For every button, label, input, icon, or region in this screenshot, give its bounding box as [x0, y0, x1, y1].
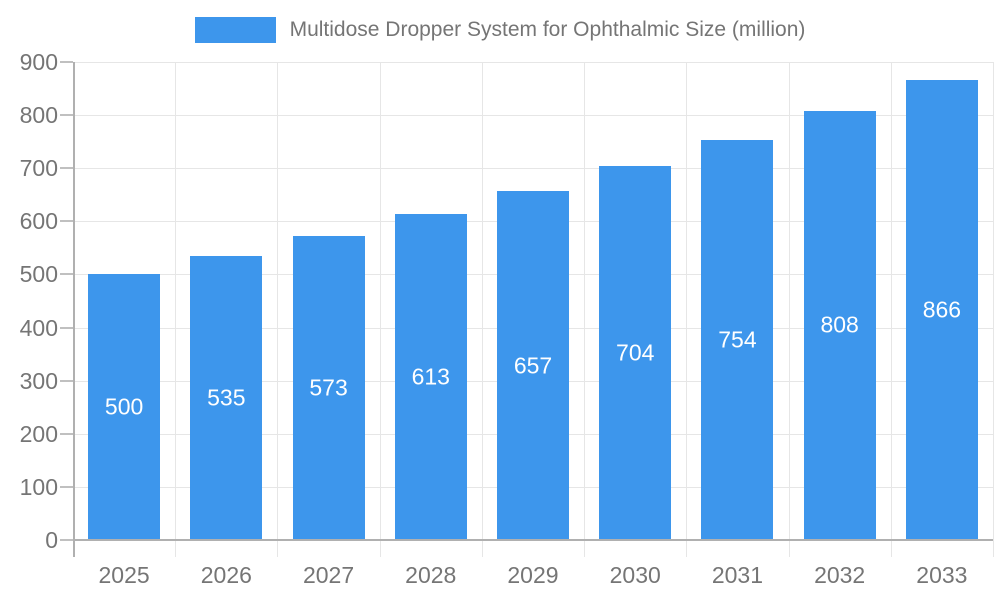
gridline-vertical — [686, 62, 688, 557]
bar-value-label: 573 — [309, 374, 348, 401]
bar-value-label: 500 — [104, 393, 144, 420]
y-axis-label: 200 — [19, 420, 58, 447]
bar-value-label: 613 — [411, 363, 450, 390]
bar-value-label: 808 — [820, 311, 859, 338]
y-axis-line — [73, 62, 75, 557]
gridline-vertical — [277, 62, 279, 557]
gridline-vertical — [584, 62, 586, 557]
x-axis-line — [73, 539, 993, 541]
bar-2028[interactable]: 613 — [394, 214, 467, 540]
legend-label: Multidose Dropper System for Ophthalmic … — [289, 18, 806, 41]
x-axis-label-2032: 2032 — [814, 562, 866, 588]
y-axis-tick — [60, 326, 73, 329]
y-axis-tick — [60, 61, 73, 63]
x-axis-label-2031: 2031 — [711, 562, 764, 588]
y-axis-label: 900 — [19, 49, 58, 75]
gridline-vertical — [481, 62, 483, 557]
legend[interactable]: Multidose Dropper System for Ophthalmic … — [0, 17, 1000, 43]
gridline-vertical — [993, 62, 994, 557]
gridline-horizontal — [73, 62, 993, 63]
gridline-horizontal — [73, 168, 993, 170]
bar-value-label: 535 — [207, 384, 246, 411]
gridline-vertical — [175, 62, 177, 557]
y-axis-label: 700 — [19, 155, 58, 182]
bar-value-label: 657 — [513, 352, 553, 379]
bar-2025[interactable]: 500 — [88, 274, 161, 540]
y-axis-tick — [60, 273, 73, 276]
bar-2033[interactable]: 866 — [905, 80, 978, 540]
gridline-vertical — [379, 62, 381, 557]
bar-2026[interactable]: 535 — [190, 255, 263, 540]
legend-swatch — [194, 17, 276, 43]
y-axis-label: 800 — [19, 102, 58, 129]
y-axis-tick — [60, 220, 73, 223]
bar-2029[interactable]: 657 — [497, 191, 569, 540]
y-axis-tick — [60, 539, 73, 541]
y-axis-tick — [60, 167, 73, 170]
x-axis-label-2029: 2029 — [507, 562, 559, 588]
x-axis-label-2025: 2025 — [98, 562, 150, 588]
y-axis-tick — [60, 379, 73, 382]
gridline-vertical — [788, 62, 790, 557]
x-axis-label-2033: 2033 — [916, 562, 968, 588]
y-axis-label: 100 — [19, 473, 58, 500]
y-axis-tick — [60, 432, 73, 435]
y-axis-label: 300 — [19, 367, 58, 394]
y-axis-label: 400 — [19, 314, 58, 341]
y-axis-tick — [60, 114, 73, 117]
y-axis-label: 0 — [45, 527, 58, 553]
y-axis-label: 500 — [19, 261, 58, 288]
bar-2032[interactable]: 808 — [803, 110, 876, 540]
y-axis-label: 600 — [19, 208, 58, 235]
bar-2027[interactable]: 573 — [292, 235, 365, 540]
bar-value-label: 754 — [718, 326, 757, 353]
y-axis-tick — [60, 485, 73, 488]
x-axis-label-2028: 2028 — [405, 562, 457, 588]
bar-2031[interactable]: 754 — [701, 139, 774, 540]
x-axis-label-2027: 2027 — [302, 562, 355, 588]
gridline-vertical — [890, 62, 892, 557]
bar-value-label: 704 — [616, 339, 655, 366]
bar-2030[interactable]: 704 — [599, 166, 672, 540]
gridline-horizontal — [73, 115, 993, 117]
bar-value-label: 866 — [922, 296, 962, 323]
x-axis-label-2030: 2030 — [609, 562, 661, 588]
x-axis-label-2026: 2026 — [200, 562, 252, 588]
